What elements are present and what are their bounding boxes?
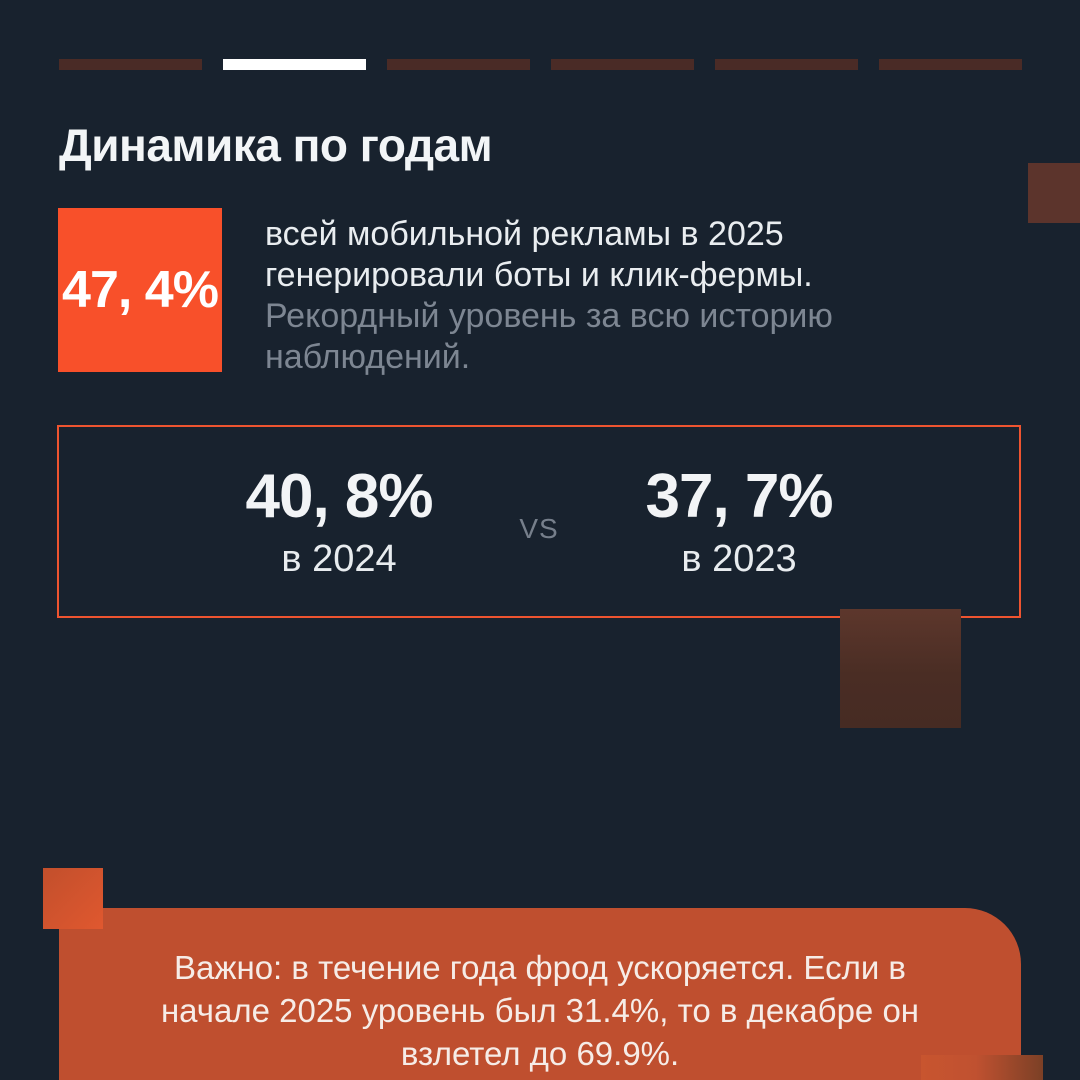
- stat-badge-value: 47, 4%: [62, 261, 219, 319]
- decor-square-mid-right: [840, 609, 961, 728]
- year-comparison-box: 40, 8% в 2024 VS 37, 7% в 2023: [57, 425, 1021, 618]
- comparison-left-value: 40, 8%: [245, 461, 433, 531]
- comparison-left-label: в 2024: [281, 537, 397, 580]
- comparison-right-label: в 2023: [681, 537, 797, 580]
- progress-segment-4: [551, 59, 694, 70]
- progress-segment-5: [715, 59, 858, 70]
- progress-segment-3: [387, 59, 530, 70]
- vs-separator: VS: [519, 512, 559, 544]
- stat-description: всей мобильной рекламы в 2025 генерирова…: [265, 214, 977, 378]
- story-progress-bar: [59, 59, 1022, 70]
- decor-square-bottom-left: [43, 868, 103, 929]
- comparison-right-value: 37, 7%: [645, 461, 833, 531]
- callout-banner: Важно: в течение года фрод ускоряется. Е…: [59, 908, 1021, 1080]
- comparison-right: 37, 7% в 2023: [574, 461, 904, 580]
- decor-square-bottom-right: [921, 1055, 1043, 1080]
- callout-text: Важно: в течение года фрод ускоряется. Е…: [160, 949, 920, 1072]
- progress-segment-2: [223, 59, 366, 70]
- progress-segment-6: [879, 59, 1022, 70]
- comparison-left: 40, 8% в 2024: [174, 461, 504, 580]
- progress-segment-1: [59, 59, 202, 70]
- stat-description-primary: всей мобильной рекламы в 2025 генерирова…: [265, 215, 813, 294]
- page-title: Динамика по годам: [59, 119, 493, 171]
- stat-description-secondary: Рекордный уровень за всю историю наблюде…: [265, 297, 833, 376]
- stat-badge: 47, 4%: [58, 208, 222, 372]
- decor-square-top-right: [1028, 163, 1080, 223]
- key-stat-row: 47, 4% всей мобильной рекламы в 2025 ген…: [58, 208, 977, 378]
